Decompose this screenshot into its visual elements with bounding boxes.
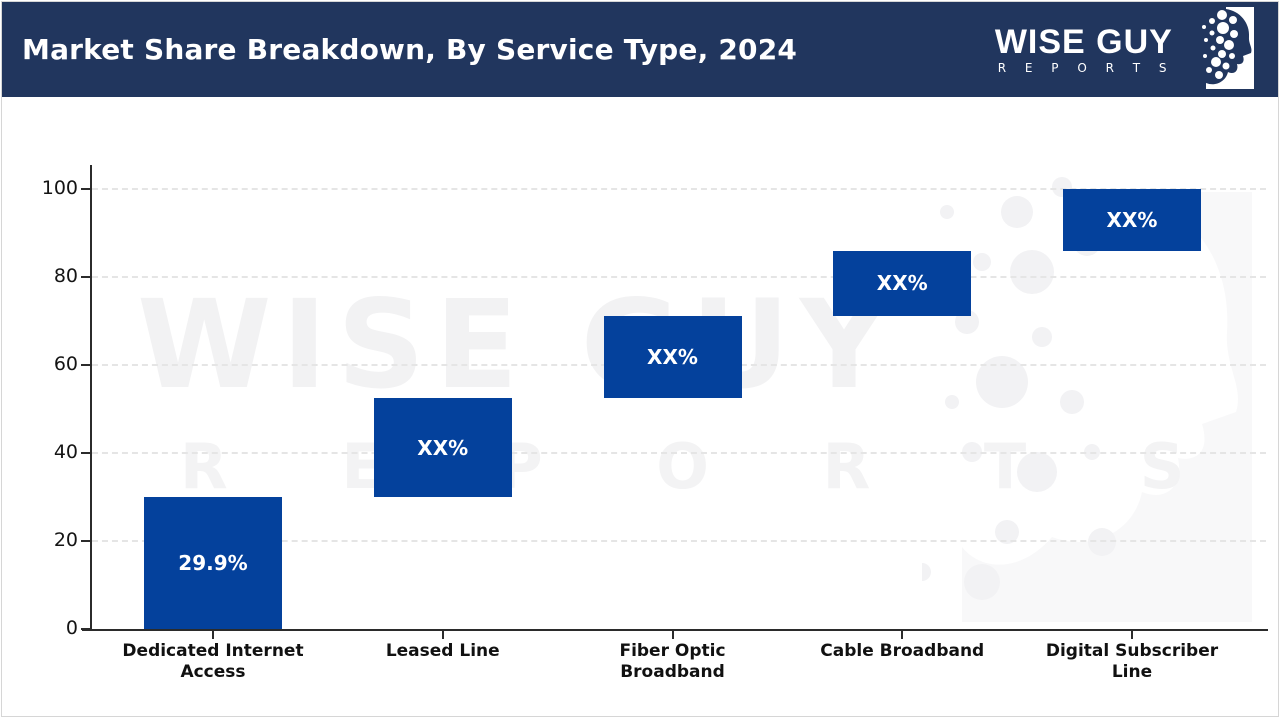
bar-value-label: XX% [417, 435, 469, 460]
x-tick-mark [1131, 631, 1133, 639]
bar-value-label: XX% [647, 345, 698, 370]
gridline [92, 452, 1266, 454]
x-tick-mark [441, 631, 444, 639]
x-category-label: Digital Subscriber Line [1014, 641, 1250, 683]
x-category-label-line: Broadband [620, 662, 725, 682]
x-category-label: Dedicated Internet Access [95, 641, 331, 683]
watermark-sub-text: R E P O R T S [180, 430, 1231, 503]
y-tick-mark [81, 452, 90, 454]
watermark-brand-text: WISE GUY [137, 274, 899, 416]
y-tick-mark [81, 628, 90, 630]
logo-text: WISE GUY R E P O R T S [994, 25, 1174, 74]
y-tick-label: 60 [53, 353, 78, 375]
bar-segment: XX% [833, 251, 972, 316]
y-tick-mark [81, 364, 90, 366]
x-category-label: Cable Broadband [784, 641, 1020, 662]
x-category-label-line: Access [180, 662, 246, 682]
x-tick-mark [671, 631, 674, 639]
gridline [92, 540, 1266, 542]
x-category-label: Fiber Optic Broadband [555, 641, 791, 683]
y-tick-label: 40 [53, 441, 78, 463]
wiseguy-logo: WISE GUY R E P O R T S [994, 6, 1254, 93]
page-title: Market Share Breakdown, By Service Type,… [22, 33, 798, 66]
gridline [92, 276, 1266, 278]
x-category-label-line: Dedicated Internet [122, 641, 304, 661]
header: Market Share Breakdown, By Service Type,… [2, 2, 1278, 97]
y-tick-label: 0 [65, 617, 78, 639]
bar-value-label: XX% [876, 271, 928, 296]
y-tick-mark [81, 188, 90, 190]
x-tick-mark [212, 631, 214, 639]
bar-segment: 29.9% [144, 497, 282, 629]
x-category-label: Leased Line [325, 641, 561, 662]
x-category-label-line: Digital Subscriber [1045, 641, 1219, 661]
bar-value-label: 29.9% [178, 551, 248, 576]
y-tick-mark [81, 276, 90, 278]
x-tick-mark [901, 631, 904, 639]
bar-segment: XX% [603, 315, 742, 399]
y-tick-label: 20 [53, 529, 78, 551]
x-category-label-line: Line [1111, 662, 1153, 682]
bar-segment: XX% [1063, 189, 1201, 252]
x-axis [82, 629, 1268, 631]
gridline [92, 188, 1266, 190]
bar-value-label: XX% [1106, 208, 1158, 233]
y-tick-label: 100 [41, 177, 78, 199]
y-tick-label: 80 [53, 265, 78, 287]
wiseguy-face-icon [1176, 6, 1254, 93]
logo-sub-text: R E P O R T S [997, 61, 1174, 75]
x-category-label-line: Fiber Optic [619, 641, 726, 661]
bar-segment: XX% [373, 398, 512, 498]
x-category-label-line: Cable Broadband [820, 641, 985, 661]
x-category-label-line: Leased Line [385, 641, 500, 661]
logo-brand-text: WISE GUY [994, 23, 1173, 61]
y-axis [90, 165, 92, 631]
y-tick-mark [81, 540, 90, 542]
